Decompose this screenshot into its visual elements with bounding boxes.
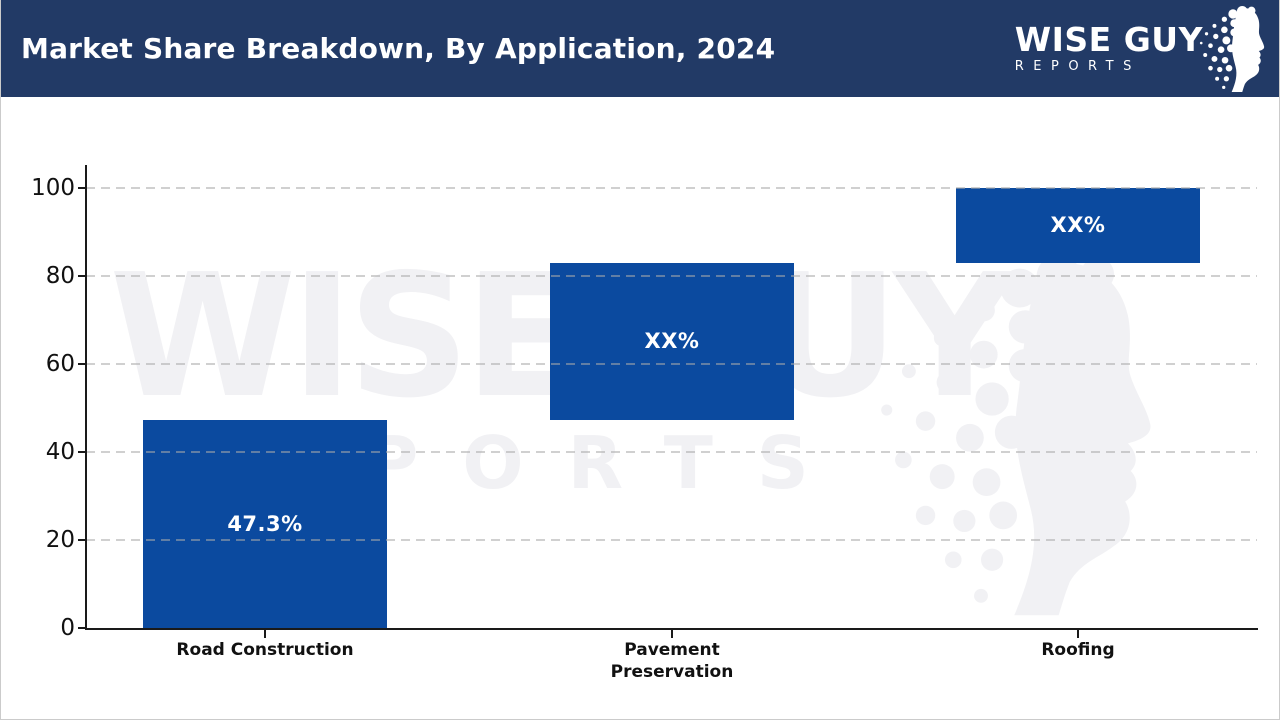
x-tick (671, 630, 673, 638)
category-label: Roofing (1041, 640, 1115, 660)
x-tick (1077, 630, 1079, 638)
bar-value-label: XX% (644, 329, 700, 354)
x-axis-line (85, 628, 1258, 630)
y-tick-label: 100 (31, 175, 75, 201)
x-tick (264, 630, 266, 638)
gridline-60 (86, 363, 1257, 365)
bar-0 (143, 419, 387, 628)
y-axis-line (85, 165, 87, 630)
bar-1 (550, 262, 794, 420)
y-tick-label: 0 (60, 615, 75, 641)
header-bar: Market Share Breakdown, By Application, … (1, 0, 1279, 97)
gridline-20 (86, 539, 1257, 541)
dotted-face-icon (1199, 5, 1265, 92)
y-tick (78, 187, 86, 189)
y-tick (78, 539, 86, 541)
y-tick-label: 60 (45, 351, 75, 377)
gridline-80 (86, 275, 1257, 277)
y-tick (78, 275, 86, 277)
bar-value-label: 47.3% (227, 511, 303, 536)
logo-wordmark: WISE GUY (1014, 20, 1203, 59)
category-label: Pavement Preservation (610, 640, 734, 682)
gridline-40 (86, 451, 1257, 453)
wise-guy-reports-logo: WISE GUY REPORTS (1015, 5, 1269, 92)
y-tick (78, 363, 86, 365)
logo-text: WISE GUY REPORTS (1015, 23, 1203, 74)
logo-subtitle: REPORTS (1014, 59, 1141, 74)
gridline-100 (86, 187, 1257, 189)
bar-2 (956, 188, 1200, 263)
plot-area: WISE GUY REPORTS 47.3% XX% XX% 0 20 40 60 80 100… (1, 97, 1279, 719)
watermark-face-icon (881, 254, 1151, 616)
chart-title: Market Share Breakdown, By Application, … (21, 32, 776, 65)
y-tick (78, 451, 86, 453)
y-tick (78, 627, 86, 629)
y-tick-label: 80 (45, 263, 75, 289)
y-tick-label: 20 (45, 527, 75, 553)
category-label: Road Construction (176, 640, 354, 660)
y-tick-label: 40 (45, 439, 75, 465)
bar-value-label: XX% (1050, 213, 1106, 238)
